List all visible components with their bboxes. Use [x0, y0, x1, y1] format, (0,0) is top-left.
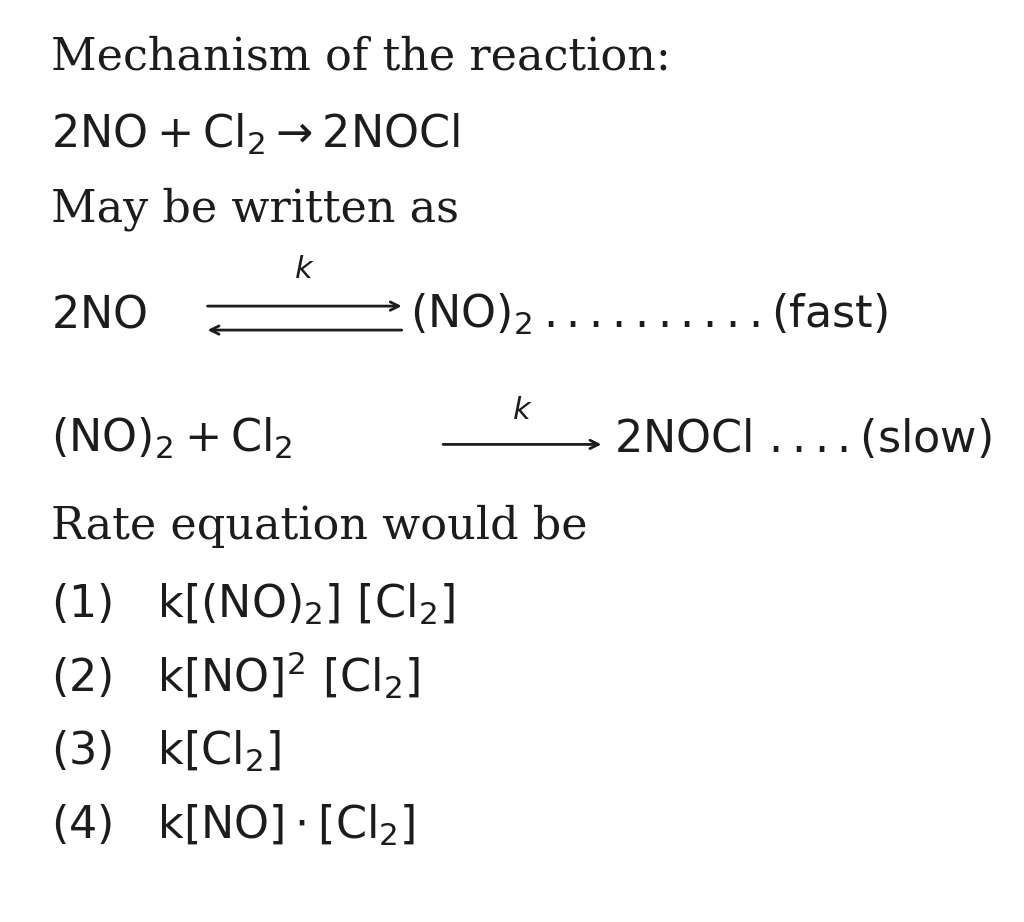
Text: $\mathsf{..........(fast)}$: $\mathsf{..........(fast)}$ [543, 292, 887, 337]
Text: $\mathsf{(NO)_2}$: $\mathsf{(NO)_2}$ [410, 291, 531, 337]
Text: $k$: $k$ [294, 254, 315, 286]
Text: $\mathsf{(2)\ \ \ k[NO]^2\ [Cl_2]}$: $\mathsf{(2)\ \ \ k[NO]^2\ [Cl_2]}$ [51, 649, 420, 701]
Text: $\mathsf{2NOCl\ ....(slow)}$: $\mathsf{2NOCl\ ....(slow)}$ [614, 417, 992, 461]
Text: $\mathsf{(NO)_2 + Cl_2}$: $\mathsf{(NO)_2 + Cl_2}$ [51, 416, 293, 461]
Text: $\mathsf{(1)\ \ \ k[(NO)_2]\ [Cl_2]}$: $\mathsf{(1)\ \ \ k[(NO)_2]\ [Cl_2]}$ [51, 582, 455, 627]
Text: $\mathsf{2NO + Cl_2 \rightarrow 2NOCl}$: $\mathsf{2NO + Cl_2 \rightarrow 2NOCl}$ [51, 112, 460, 157]
Text: $\mathsf{(4)\ \ \ k[NO]\cdot [Cl_2]}$: $\mathsf{(4)\ \ \ k[NO]\cdot [Cl_2]}$ [51, 803, 416, 848]
Text: $\mathsf{(3)\ \ \ k[Cl_2]}$: $\mathsf{(3)\ \ \ k[Cl_2]}$ [51, 729, 281, 774]
Text: $k$: $k$ [512, 395, 532, 426]
Text: $\mathsf{2NO}$: $\mathsf{2NO}$ [51, 293, 147, 337]
Text: Rate equation would be: Rate equation would be [51, 505, 588, 549]
Text: Mechanism of the reaction:: Mechanism of the reaction: [51, 35, 671, 78]
Text: May be written as: May be written as [51, 187, 459, 230]
